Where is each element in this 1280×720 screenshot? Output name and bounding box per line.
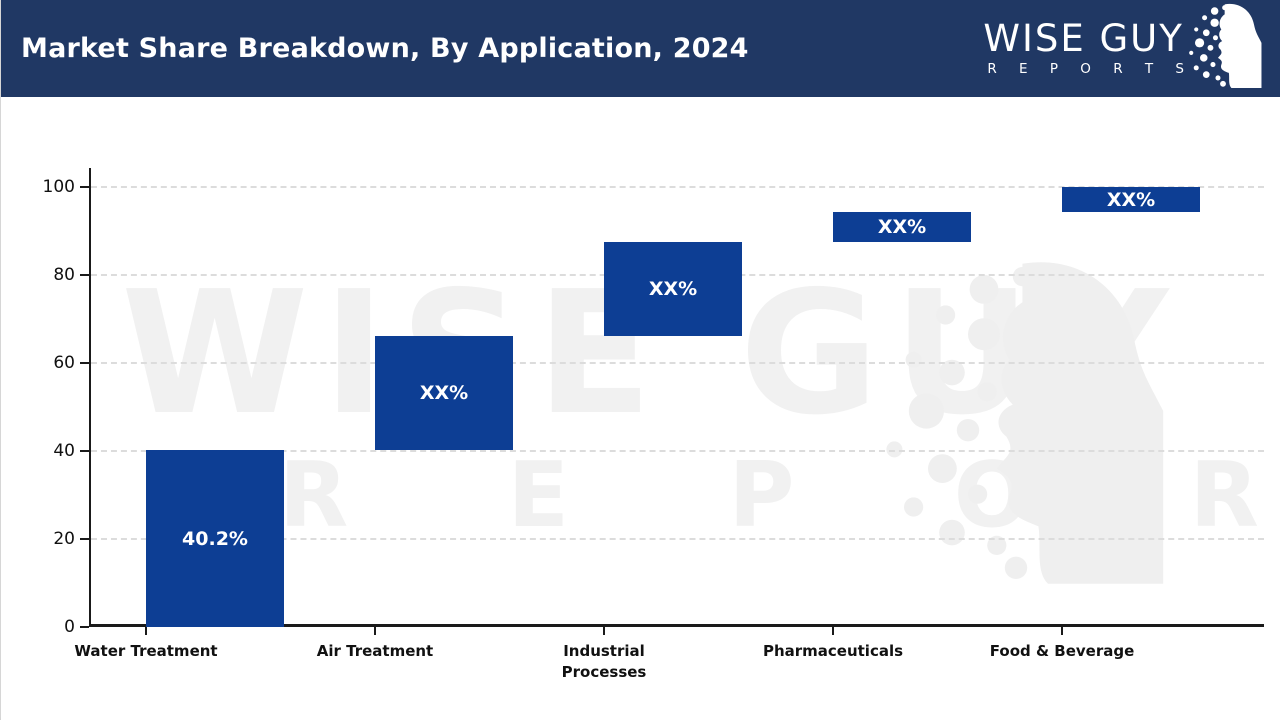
x-tick-mark bbox=[374, 627, 376, 635]
gridline-20 bbox=[91, 538, 1264, 540]
y-tick-mark bbox=[80, 186, 89, 188]
x-tick-mark bbox=[1061, 627, 1063, 635]
header-bar: Market Share Breakdown, By Application, … bbox=[1, 0, 1280, 97]
x-tick-label: Industrial Processes bbox=[561, 642, 647, 681]
y-tick-label: 20 bbox=[53, 529, 75, 549]
x-tick-mark bbox=[603, 627, 605, 635]
x-tick-label: Pharmaceuticals bbox=[762, 642, 904, 660]
y-tick-label: 100 bbox=[42, 177, 75, 197]
bar-value-label: XX% bbox=[419, 382, 469, 405]
y-tick-label: 80 bbox=[53, 265, 75, 285]
gridline-40 bbox=[91, 450, 1264, 452]
x-tick-label: Water Treatment bbox=[74, 642, 218, 660]
bar-value-label: XX% bbox=[1106, 188, 1156, 211]
wise-guy-logo: WISE GUY R E P O R T S bbox=[983, 1, 1267, 97]
page-title: Market Share Breakdown, By Application, … bbox=[21, 33, 749, 64]
plot-region: 0 20 40 60 80 100 40.2% Water Treatment XX% Air T… bbox=[43, 168, 1264, 681]
y-tick-mark bbox=[80, 450, 89, 452]
bar-value-label: XX% bbox=[877, 216, 927, 239]
logo-reports-label: R E P O R T S bbox=[987, 61, 1193, 77]
logo-text: WISE GUY R E P O R T S bbox=[983, 20, 1193, 77]
bar-value-label: XX% bbox=[648, 278, 698, 301]
dotted-head-icon bbox=[1179, 1, 1267, 97]
x-tick-label: Food & Beverage bbox=[989, 642, 1135, 660]
bar-food-beverage bbox=[1062, 187, 1200, 213]
y-tick-mark bbox=[80, 362, 89, 364]
bar-water-treatment bbox=[146, 450, 284, 627]
y-tick-label: 0 bbox=[64, 617, 75, 637]
watermark-head-icon bbox=[856, 187, 1176, 671]
gridline-100 bbox=[91, 186, 1264, 188]
bar-air-treatment bbox=[375, 336, 513, 451]
y-tick-label: 60 bbox=[53, 353, 75, 373]
x-tick-mark bbox=[832, 627, 834, 635]
y-tick-mark bbox=[80, 538, 89, 540]
logo-wiseguy-label: WISE GUY bbox=[983, 17, 1184, 60]
x-tick-label: Air Treatment bbox=[316, 642, 434, 660]
bar-value-label: 40.2% bbox=[182, 527, 248, 550]
y-tick-label: 40 bbox=[53, 441, 75, 461]
bar-pharmaceuticals bbox=[833, 212, 971, 242]
gridline-60 bbox=[91, 362, 1264, 364]
x-tick-mark bbox=[145, 627, 147, 635]
y-tick-mark bbox=[80, 626, 89, 628]
y-tick-mark bbox=[80, 274, 89, 276]
chart-area: WISE GUY R E P O R T S 02040608010040.2%… bbox=[1, 97, 1280, 720]
bar-industrial-processes bbox=[604, 242, 742, 337]
